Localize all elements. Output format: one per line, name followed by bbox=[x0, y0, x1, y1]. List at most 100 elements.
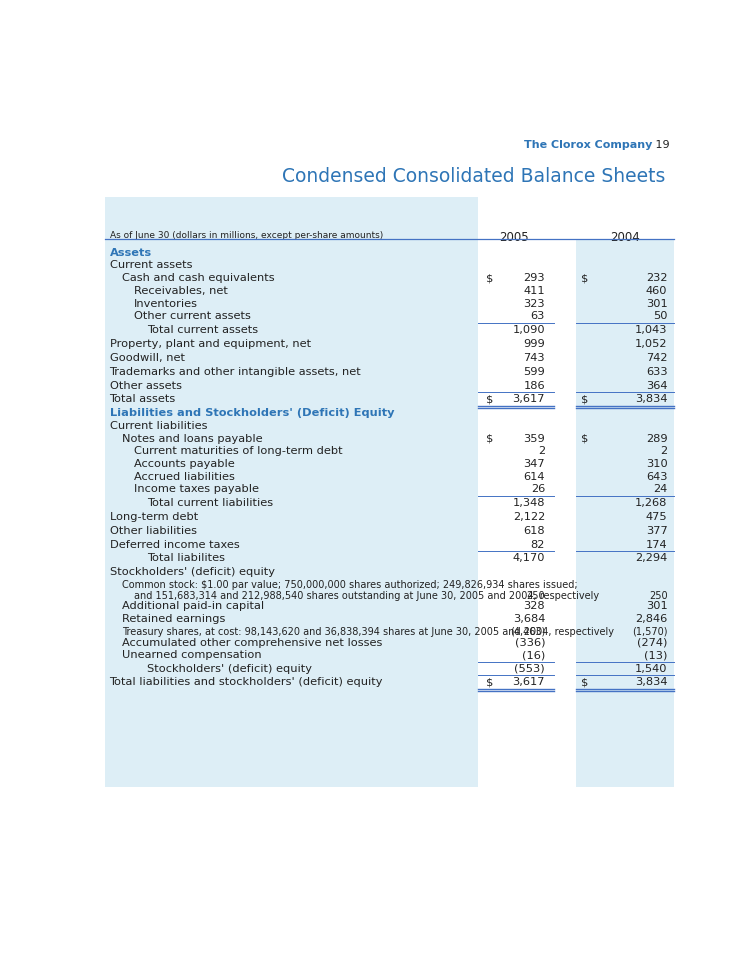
Text: 377: 377 bbox=[646, 526, 668, 536]
Text: Other assets: Other assets bbox=[110, 381, 181, 391]
Text: Total liabilities and stockholders' (deficit) equity: Total liabilities and stockholders' (def… bbox=[110, 677, 383, 688]
Text: Unearned compensation: Unearned compensation bbox=[122, 651, 262, 660]
Text: $: $ bbox=[486, 394, 493, 404]
Text: Current assets: Current assets bbox=[110, 260, 192, 271]
Text: Property, plant and equipment, net: Property, plant and equipment, net bbox=[110, 339, 311, 349]
Text: 26: 26 bbox=[531, 484, 545, 495]
Text: 2005: 2005 bbox=[499, 231, 529, 244]
Text: 364: 364 bbox=[646, 381, 668, 391]
Text: 232: 232 bbox=[646, 273, 668, 283]
Text: 411: 411 bbox=[523, 286, 545, 296]
Text: 633: 633 bbox=[646, 366, 668, 377]
Text: 1,268: 1,268 bbox=[635, 498, 668, 507]
Text: Total assets: Total assets bbox=[110, 394, 176, 404]
Text: 19: 19 bbox=[652, 140, 669, 150]
Text: 2: 2 bbox=[538, 446, 545, 456]
Text: Receivables, net: Receivables, net bbox=[135, 286, 228, 296]
Bar bbox=[105, 239, 478, 787]
Text: 3,617: 3,617 bbox=[513, 394, 545, 404]
Text: 4,170: 4,170 bbox=[513, 553, 545, 563]
Text: 599: 599 bbox=[523, 366, 545, 377]
Text: and 151,683,314 and 212,988,540 shares outstanding at June 30, 2005 and 2004, re: and 151,683,314 and 212,988,540 shares o… bbox=[135, 590, 599, 601]
Text: $: $ bbox=[581, 273, 588, 283]
Text: 1,052: 1,052 bbox=[635, 339, 668, 349]
Text: 614: 614 bbox=[523, 471, 545, 481]
Text: 460: 460 bbox=[646, 286, 668, 296]
Text: 3,834: 3,834 bbox=[635, 394, 668, 404]
Text: Condensed Consolidated Balance Sheets: Condensed Consolidated Balance Sheets bbox=[282, 167, 666, 186]
Text: Current maturities of long-term debt: Current maturities of long-term debt bbox=[135, 446, 343, 456]
Text: 999: 999 bbox=[523, 339, 545, 349]
Text: Accumulated other comprehensive net losses: Accumulated other comprehensive net loss… bbox=[122, 638, 382, 648]
Text: Other current assets: Other current assets bbox=[135, 312, 251, 321]
Bar bbox=[576, 239, 674, 787]
Text: (16): (16) bbox=[522, 651, 545, 660]
Text: 174: 174 bbox=[646, 540, 668, 549]
Text: 2,122: 2,122 bbox=[513, 511, 545, 522]
Text: Total current assets: Total current assets bbox=[147, 324, 258, 335]
Text: Other liabilities: Other liabilities bbox=[110, 526, 196, 536]
Text: 1,090: 1,090 bbox=[512, 324, 545, 335]
Text: $: $ bbox=[581, 433, 588, 443]
Text: Treasury shares, at cost: 98,143,620 and 36,838,394 shares at June 30, 2005 and : Treasury shares, at cost: 98,143,620 and… bbox=[122, 627, 614, 637]
Text: (13): (13) bbox=[644, 651, 668, 660]
Text: The Clorox Company: The Clorox Company bbox=[523, 140, 652, 150]
Text: 63: 63 bbox=[531, 312, 545, 321]
Text: Total current liabilities: Total current liabilities bbox=[147, 498, 273, 507]
Text: Retained earnings: Retained earnings bbox=[122, 615, 226, 624]
Text: Long-term debt: Long-term debt bbox=[110, 511, 198, 522]
Text: 643: 643 bbox=[646, 471, 668, 481]
Text: 1,348: 1,348 bbox=[513, 498, 545, 507]
Text: Stockholders' (deficit) equity: Stockholders' (deficit) equity bbox=[147, 664, 311, 674]
Text: 301: 301 bbox=[646, 299, 668, 309]
Text: 3,617: 3,617 bbox=[513, 677, 545, 688]
Text: 323: 323 bbox=[523, 299, 545, 309]
Text: Deferred income taxes: Deferred income taxes bbox=[110, 540, 239, 549]
Text: (1,570): (1,570) bbox=[632, 627, 668, 637]
Text: $: $ bbox=[581, 394, 588, 404]
Text: Assets: Assets bbox=[110, 247, 152, 258]
Text: $: $ bbox=[486, 433, 493, 443]
Text: (336): (336) bbox=[514, 638, 545, 648]
Bar bbox=[105, 197, 478, 745]
Text: As of June 30 (dollars in millions, except per-share amounts): As of June 30 (dollars in millions, exce… bbox=[110, 231, 383, 240]
Text: 475: 475 bbox=[646, 511, 668, 522]
Text: Notes and loans payable: Notes and loans payable bbox=[122, 433, 262, 443]
Text: 3,834: 3,834 bbox=[635, 677, 668, 688]
Text: (274): (274) bbox=[637, 638, 668, 648]
Text: 301: 301 bbox=[646, 602, 668, 612]
Text: 618: 618 bbox=[523, 526, 545, 536]
Text: 310: 310 bbox=[646, 459, 668, 468]
Text: 3,684: 3,684 bbox=[513, 615, 545, 624]
Text: 50: 50 bbox=[653, 312, 668, 321]
Text: 2004: 2004 bbox=[610, 231, 640, 244]
Text: Income taxes payable: Income taxes payable bbox=[135, 484, 259, 495]
Text: 293: 293 bbox=[523, 273, 545, 283]
Text: $: $ bbox=[486, 677, 493, 688]
Text: Accrued liabilities: Accrued liabilities bbox=[135, 471, 235, 481]
Text: Trademarks and other intangible assets, net: Trademarks and other intangible assets, … bbox=[110, 366, 361, 377]
Text: Total liabilites: Total liabilites bbox=[147, 553, 225, 563]
Text: Liabilities and Stockholders' (Deficit) Equity: Liabilities and Stockholders' (Deficit) … bbox=[110, 408, 394, 418]
Text: 289: 289 bbox=[646, 433, 668, 443]
Text: Additional paid-in capital: Additional paid-in capital bbox=[122, 602, 264, 612]
Text: 328: 328 bbox=[523, 602, 545, 612]
Text: 347: 347 bbox=[523, 459, 545, 468]
Text: $: $ bbox=[581, 677, 588, 688]
Text: 250: 250 bbox=[649, 590, 668, 601]
Text: $: $ bbox=[486, 273, 493, 283]
Text: (553): (553) bbox=[514, 664, 545, 674]
Text: 250: 250 bbox=[526, 590, 545, 601]
Text: Current liabilities: Current liabilities bbox=[110, 421, 207, 431]
Text: 2: 2 bbox=[660, 446, 668, 456]
Text: Stockholders' (deficit) equity: Stockholders' (deficit) equity bbox=[110, 567, 274, 578]
Text: 359: 359 bbox=[523, 433, 545, 443]
Text: 2,846: 2,846 bbox=[635, 615, 668, 624]
Text: Accounts payable: Accounts payable bbox=[135, 459, 235, 468]
Text: Cash and cash equivalents: Cash and cash equivalents bbox=[122, 273, 274, 283]
Text: 1,540: 1,540 bbox=[635, 664, 668, 674]
Text: 24: 24 bbox=[653, 484, 668, 495]
Text: Common stock: $1.00 par value; 750,000,000 shares authorized; 249,826,934 shares: Common stock: $1.00 par value; 750,000,0… bbox=[122, 580, 578, 590]
Text: 186: 186 bbox=[523, 381, 545, 391]
Text: 743: 743 bbox=[523, 353, 545, 362]
